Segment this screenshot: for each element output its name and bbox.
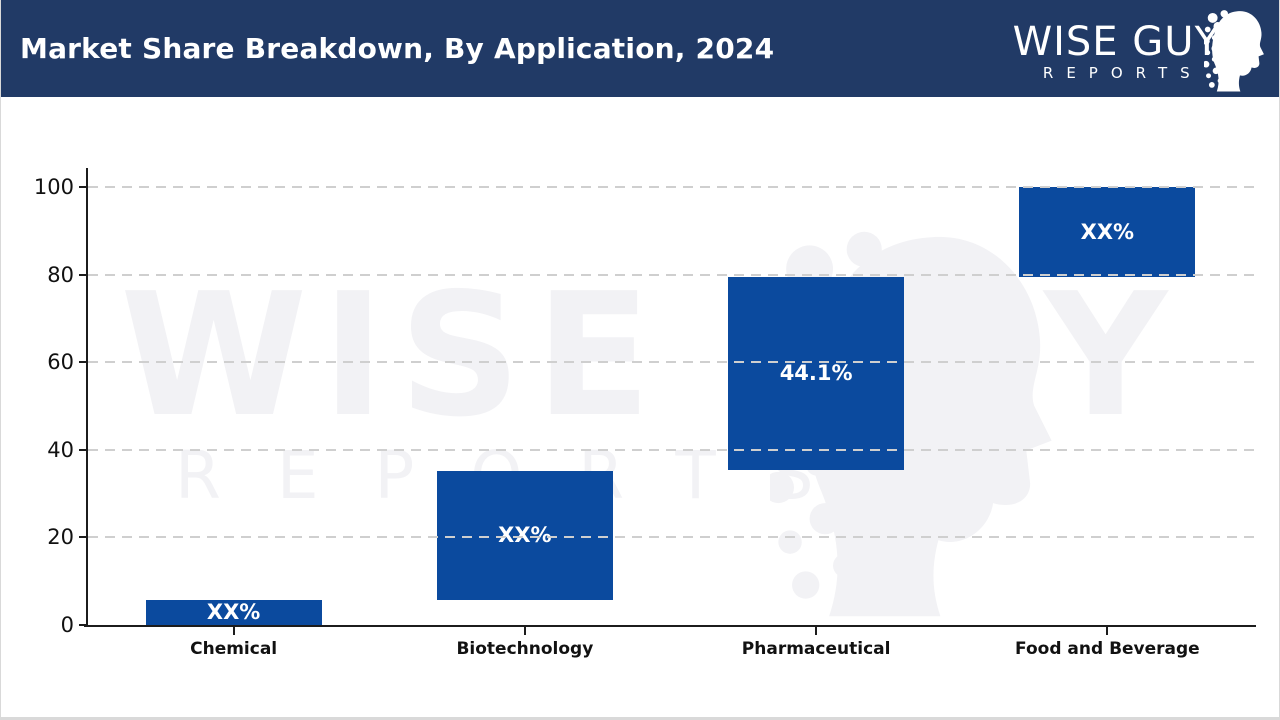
header-bar: Market Share Breakdown, By Application, … bbox=[0, 0, 1280, 97]
bar-value-label: XX% bbox=[206, 600, 261, 625]
y-tick-mark bbox=[79, 273, 87, 276]
y-tick-label: 80 bbox=[47, 262, 74, 287]
y-tick-mark bbox=[79, 448, 87, 451]
gridline-40 bbox=[88, 448, 1256, 451]
wise-guy-reports-logo: WISE GUY REPORTS bbox=[1013, 8, 1266, 94]
bar-pharmaceutical: 44.1% bbox=[728, 276, 905, 470]
logo-head-icon bbox=[1204, 10, 1264, 92]
y-tick-mark bbox=[79, 536, 87, 539]
bar-value-label: 44.1% bbox=[779, 361, 853, 386]
logo-wordmark: WISE GUY bbox=[1012, 18, 1220, 65]
bar-value-label: XX% bbox=[498, 523, 552, 548]
y-axis-line bbox=[86, 168, 88, 627]
y-tick-label: 100 bbox=[33, 175, 74, 199]
x-tick-mark bbox=[232, 627, 235, 635]
y-tick-mark bbox=[79, 186, 87, 188]
x-axis-line bbox=[84, 625, 1256, 627]
x-category-label: Pharmaceutical bbox=[741, 639, 891, 659]
x-category-label: Food and Beverage bbox=[1015, 639, 1200, 659]
x-tick-mark bbox=[1106, 627, 1109, 635]
y-tick-mark bbox=[79, 361, 87, 364]
y-tick-label: 60 bbox=[47, 350, 74, 375]
bar-biotechnology: XX% bbox=[436, 470, 613, 600]
y-tick-label: 0 bbox=[60, 613, 74, 637]
gridline-20 bbox=[88, 536, 1256, 539]
chart-title: Market Share Breakdown, By Application, … bbox=[20, 32, 775, 65]
x-category-label: Chemical bbox=[190, 639, 278, 659]
logo-subtext: REPORTS bbox=[1042, 63, 1203, 82]
gridline-100 bbox=[88, 186, 1256, 188]
gridline-60 bbox=[88, 361, 1256, 364]
y-tick-label: 40 bbox=[47, 437, 74, 462]
x-category-label: Biotechnology bbox=[456, 639, 594, 659]
bar-value-label: XX% bbox=[1080, 219, 1135, 244]
x-tick-mark bbox=[523, 627, 526, 635]
gridline-80 bbox=[88, 273, 1256, 276]
bar-food-and-beverage: XX% bbox=[1019, 187, 1196, 277]
y-tick-label: 20 bbox=[47, 525, 74, 550]
y-tick-mark bbox=[79, 624, 87, 626]
bar-chemical: XX% bbox=[145, 599, 322, 625]
x-tick-mark bbox=[815, 627, 818, 635]
logo-text: WISE GUY REPORTS bbox=[1013, 21, 1220, 82]
